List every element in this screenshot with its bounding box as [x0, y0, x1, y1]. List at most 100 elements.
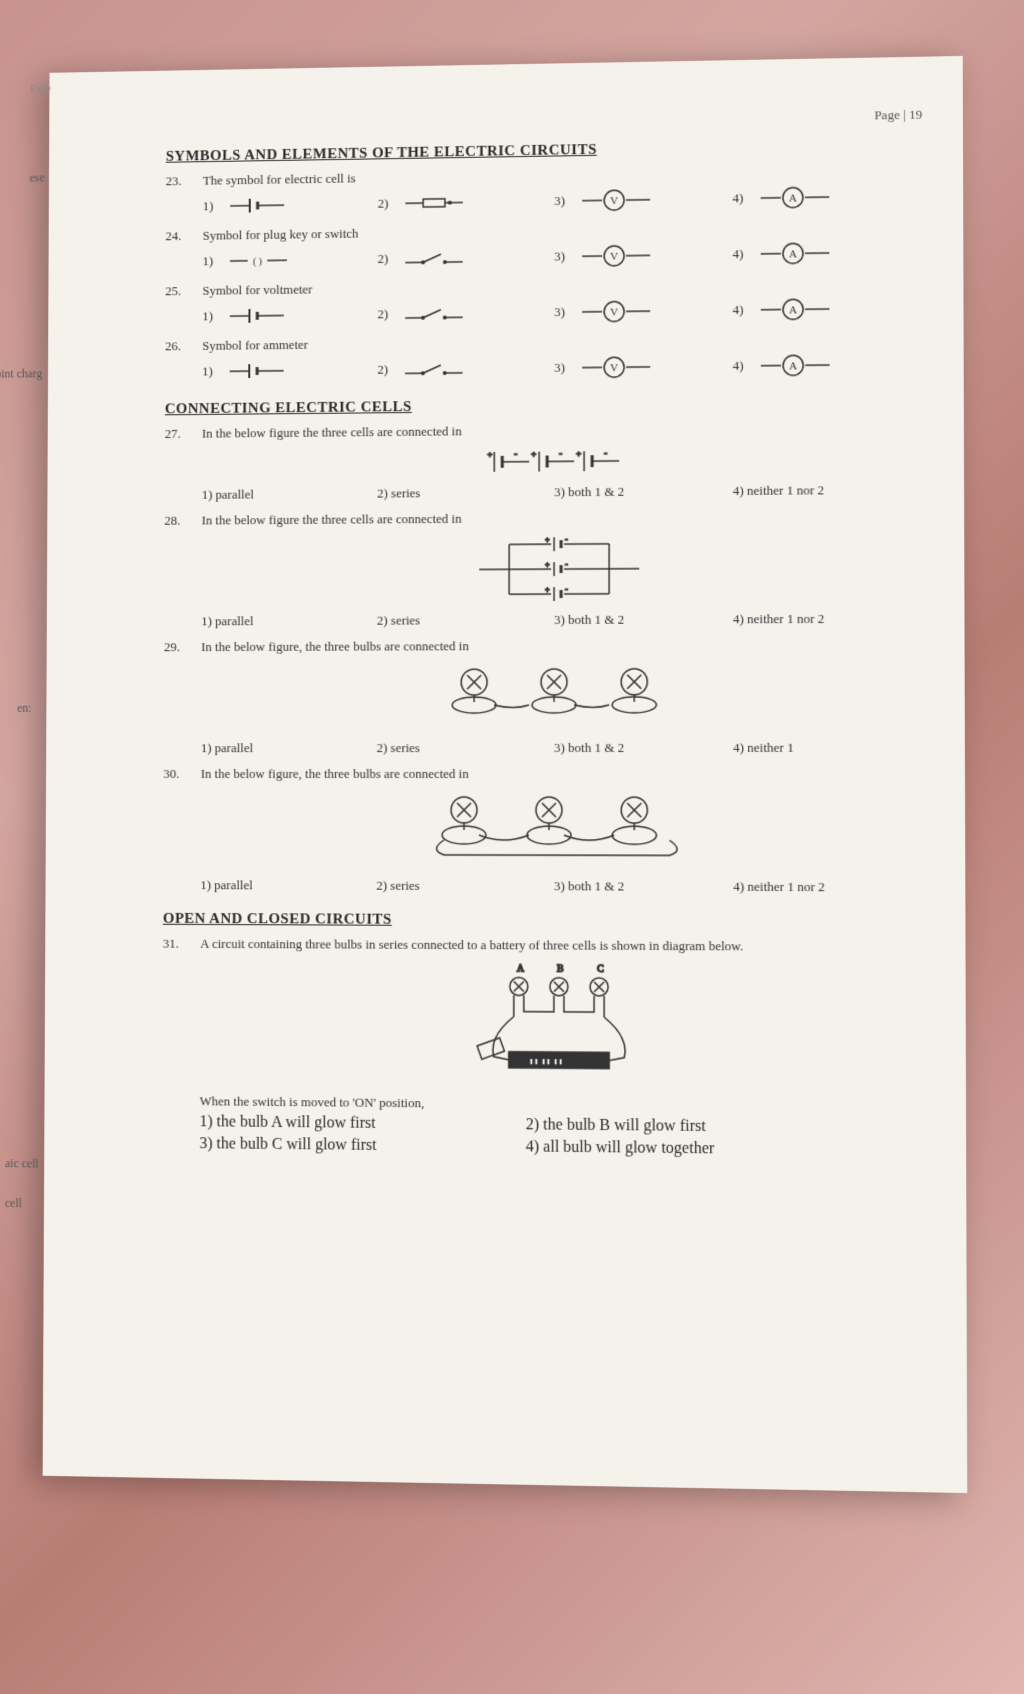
qnum-25: 25. — [165, 283, 202, 333]
q27-opt4: 4) neither 1 nor 2 — [733, 482, 885, 499]
voltmeter-icon: V — [582, 243, 652, 268]
stem-24: Symbol for plug key or switch — [203, 218, 923, 244]
stem-25: Symbol for voltmeter — [202, 274, 922, 299]
q27-opt3: 3) both 1 & 2 — [554, 483, 704, 500]
q25-opt2: 2) — [377, 303, 526, 325]
svg-text:+: + — [487, 449, 492, 459]
q31-opt2: 2) the bulb B will glow first — [526, 1116, 829, 1137]
circuit-diagram-icon: A B C ▮▮ ▮▮ ▮▮ — [459, 961, 660, 1083]
q27-opt2: 2) series — [377, 485, 526, 502]
svg-text:A: A — [517, 963, 525, 974]
section-title-open-closed: OPEN AND CLOSED CIRCUITS — [163, 911, 925, 931]
voltmeter-icon: V — [582, 188, 652, 213]
q31-opt4: 4) all bulb will glow together — [526, 1138, 829, 1159]
switch-icon — [405, 303, 465, 324]
margin-cell: cell — [5, 1196, 22, 1211]
question-25: 25. Symbol for voltmeter 1) 2) 3) V 4) A — [165, 274, 923, 333]
q24-opt4: 4) A — [733, 240, 885, 266]
svg-text:A: A — [789, 248, 797, 260]
q29-opt4: 4) neither 1 — [733, 740, 885, 756]
svg-text:C: C — [597, 964, 604, 975]
q28-opt1: 1) parallel — [201, 613, 349, 629]
svg-text:-: - — [604, 448, 607, 458]
plug-key-icon: ( ) — [230, 250, 289, 270]
q30-opt4: 4) neither 1 nor 2 — [733, 879, 885, 896]
stem-29: In the below figure, the three bulbs are… — [201, 637, 924, 655]
stem-27: In the below figure the three cells are … — [202, 419, 923, 441]
cell-symbol-icon — [230, 195, 289, 216]
qnum-30: 30. — [163, 766, 201, 897]
margin-point-charge: point charg — [0, 366, 42, 381]
svg-text:+: + — [576, 448, 581, 458]
q31-opt1: 1) the bulb A will glow first — [200, 1113, 498, 1134]
q30-opt2: 2) series — [376, 878, 526, 894]
svg-text:▮▮ ▮▮ ▮▮: ▮▮ ▮▮ ▮▮ — [529, 1056, 563, 1066]
question-30: 30. In the below figure, the three bulbs… — [163, 766, 924, 900]
voltmeter-icon: V — [582, 299, 652, 324]
stem-31: A circuit containing three bulbs in seri… — [200, 936, 924, 955]
margin-page-small: Page — [30, 83, 51, 95]
svg-text:+: + — [531, 449, 536, 459]
ammeter-icon: A — [761, 185, 832, 210]
question-29: 29. In the below figure, the three bulbs… — [163, 637, 924, 760]
q28-opt4: 4) neither 1 nor 2 — [733, 611, 885, 628]
svg-text:+: + — [545, 585, 550, 594]
margin-aic-cell: aic cell — [5, 1156, 39, 1171]
q26-opt2: 2) — [377, 358, 526, 379]
cell-symbol-icon — [230, 361, 289, 381]
svg-text:B: B — [557, 964, 564, 975]
resistor-icon — [405, 193, 464, 214]
q29-opt2: 2) series — [377, 740, 526, 756]
svg-text:V: V — [610, 306, 618, 318]
ammeter-icon: A — [761, 297, 832, 322]
section-title-symbols: SYMBOLS AND ELEMENTS OF THE ELECTRIC CIR… — [166, 137, 923, 166]
q29-opt3: 3) both 1 & 2 — [554, 740, 705, 756]
qnum-23: 23. — [166, 173, 203, 223]
svg-text:V: V — [610, 362, 618, 374]
svg-text:A: A — [789, 192, 797, 204]
stem-26: Symbol for ammeter — [202, 330, 923, 354]
q31-opt3: 3) the bulb C will glow first — [199, 1135, 497, 1156]
series-cells-figure-icon: + - + - + - — [479, 446, 639, 477]
q24-opt2: 2) — [378, 247, 527, 269]
svg-text:A: A — [789, 304, 797, 316]
ammeter-icon: A — [761, 353, 832, 378]
q23-opt2: 2) — [378, 192, 527, 214]
question-28: 28. In the below figure the three cells … — [164, 508, 924, 634]
switch-icon — [405, 248, 464, 269]
svg-text:+: + — [545, 560, 550, 569]
qnum-24: 24. — [165, 228, 202, 278]
q30-opt3: 3) both 1 & 2 — [554, 878, 705, 895]
q30-opt1: 1) parallel — [200, 877, 348, 893]
parallel-cells-figure-icon: +- +- +- — [469, 534, 649, 605]
ammeter-icon: A — [761, 241, 832, 266]
question-31: 31. A circuit containing three bulbs in … — [162, 936, 925, 1094]
textbook-page: Page Page | 19 SYMBOLS AND ELEMENTS OF T… — [43, 56, 968, 1493]
q25-opt4: 4) A — [733, 296, 885, 322]
q24-opt1: 1) ( ) — [203, 250, 350, 272]
margin-ese: ese — [30, 171, 45, 186]
question-24: 24. Symbol for plug key or switch 1) ( )… — [165, 218, 922, 278]
section-title-connecting: CONNECTING ELECTRIC CELLS — [165, 394, 923, 418]
stem-30: In the below figure, the three bulbs are… — [201, 766, 924, 782]
q24-opt3: 3) V — [554, 243, 704, 269]
q31-sub: When the switch is moved to 'ON' positio… — [200, 1093, 925, 1115]
svg-text:+: + — [545, 535, 550, 544]
svg-text:-: - — [559, 448, 562, 458]
qnum-31: 31. — [162, 936, 200, 1088]
q25-opt1: 1) — [202, 305, 350, 326]
parallel-bulbs-figure-icon — [419, 790, 700, 871]
qnum-28: 28. — [164, 513, 202, 634]
svg-text:-: - — [514, 449, 517, 459]
voltmeter-icon: V — [582, 355, 652, 380]
question-26: 26. Symbol for ammeter 1) 2) 3) V 4) A — [165, 330, 923, 388]
q26-opt1: 1) — [202, 360, 350, 381]
stem-28: In the below figure the three cells are … — [202, 508, 924, 529]
qnum-26: 26. — [165, 338, 202, 388]
margin-en: en: — [17, 701, 31, 716]
q23-opt1: 1) — [203, 194, 350, 216]
svg-text:V: V — [610, 195, 618, 207]
q26-opt3: 3) V — [554, 354, 704, 379]
q23-opt3: 3) V — [554, 187, 704, 213]
q25-opt3: 3) V — [554, 298, 704, 324]
